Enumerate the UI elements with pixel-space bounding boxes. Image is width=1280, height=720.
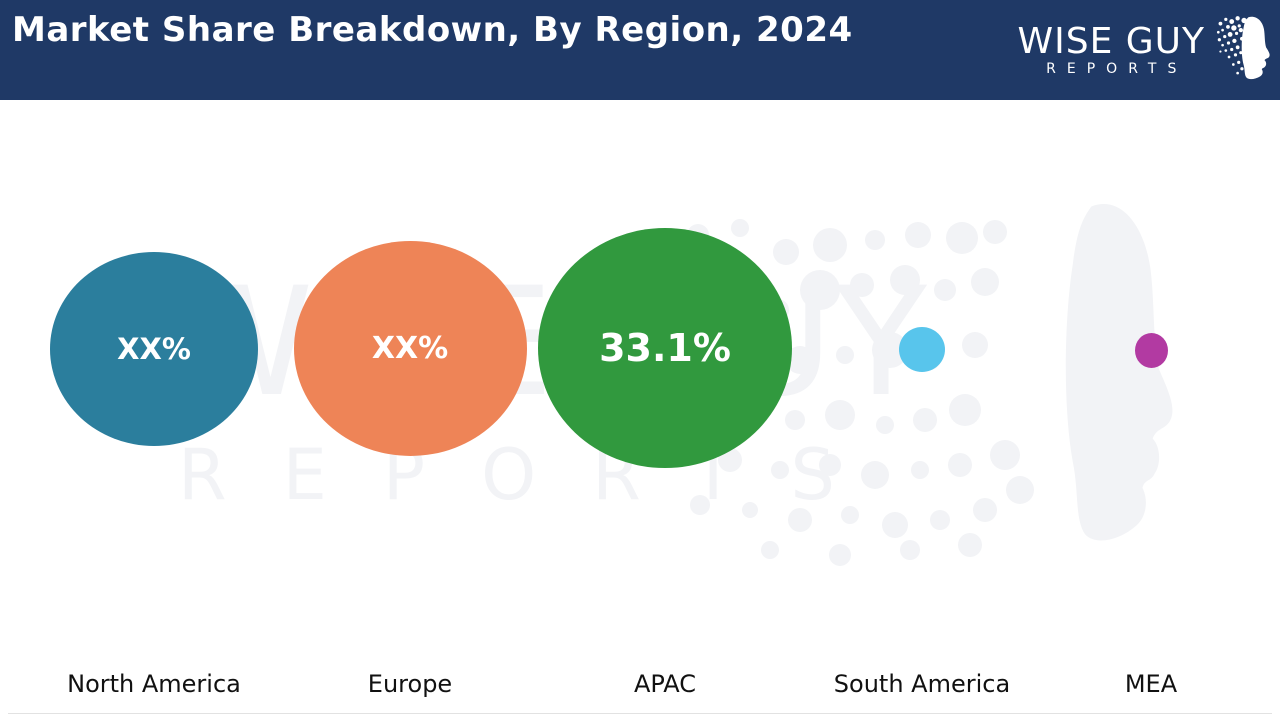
bubble-value-label: 33.1% (599, 326, 731, 370)
header-band: Market Share Breakdown, By Region, 2024 … (0, 0, 1280, 100)
bubble-south-america (899, 326, 945, 372)
bubble-mea (1134, 332, 1168, 368)
page-title: Market Share Breakdown, By Region, 2024 (12, 10, 853, 50)
axis-label-europe: Europe (367, 670, 453, 698)
brand-logo-text: WISE GUY REPORTS (1017, 20, 1206, 78)
bubble-value-label: XX% (371, 330, 449, 366)
head-silhouette-icon (1216, 16, 1270, 80)
axis-label-mea: MEA (1124, 670, 1178, 698)
bubble-north-america: XX% (50, 252, 258, 446)
axis-label-north-america: North America (67, 670, 241, 698)
axis-label-apac: APAC (633, 670, 697, 698)
x-axis-line (8, 713, 1272, 714)
x-axis-labels: North America Europe APAC South America MEA (0, 670, 1280, 704)
bubble-value-label: XX% (117, 332, 191, 366)
brand-name: WISE GUY (1017, 20, 1205, 62)
bubble-apac: 33.1% (538, 228, 792, 468)
bubble-europe: XX% (293, 240, 527, 456)
brand-logo: WISE GUY REPORTS (1018, 5, 1273, 95)
brand-subname: REPORTS (1046, 60, 1188, 77)
axis-label-south-america: South America (833, 670, 1011, 698)
watermark-head-silhouette (640, 204, 1173, 566)
